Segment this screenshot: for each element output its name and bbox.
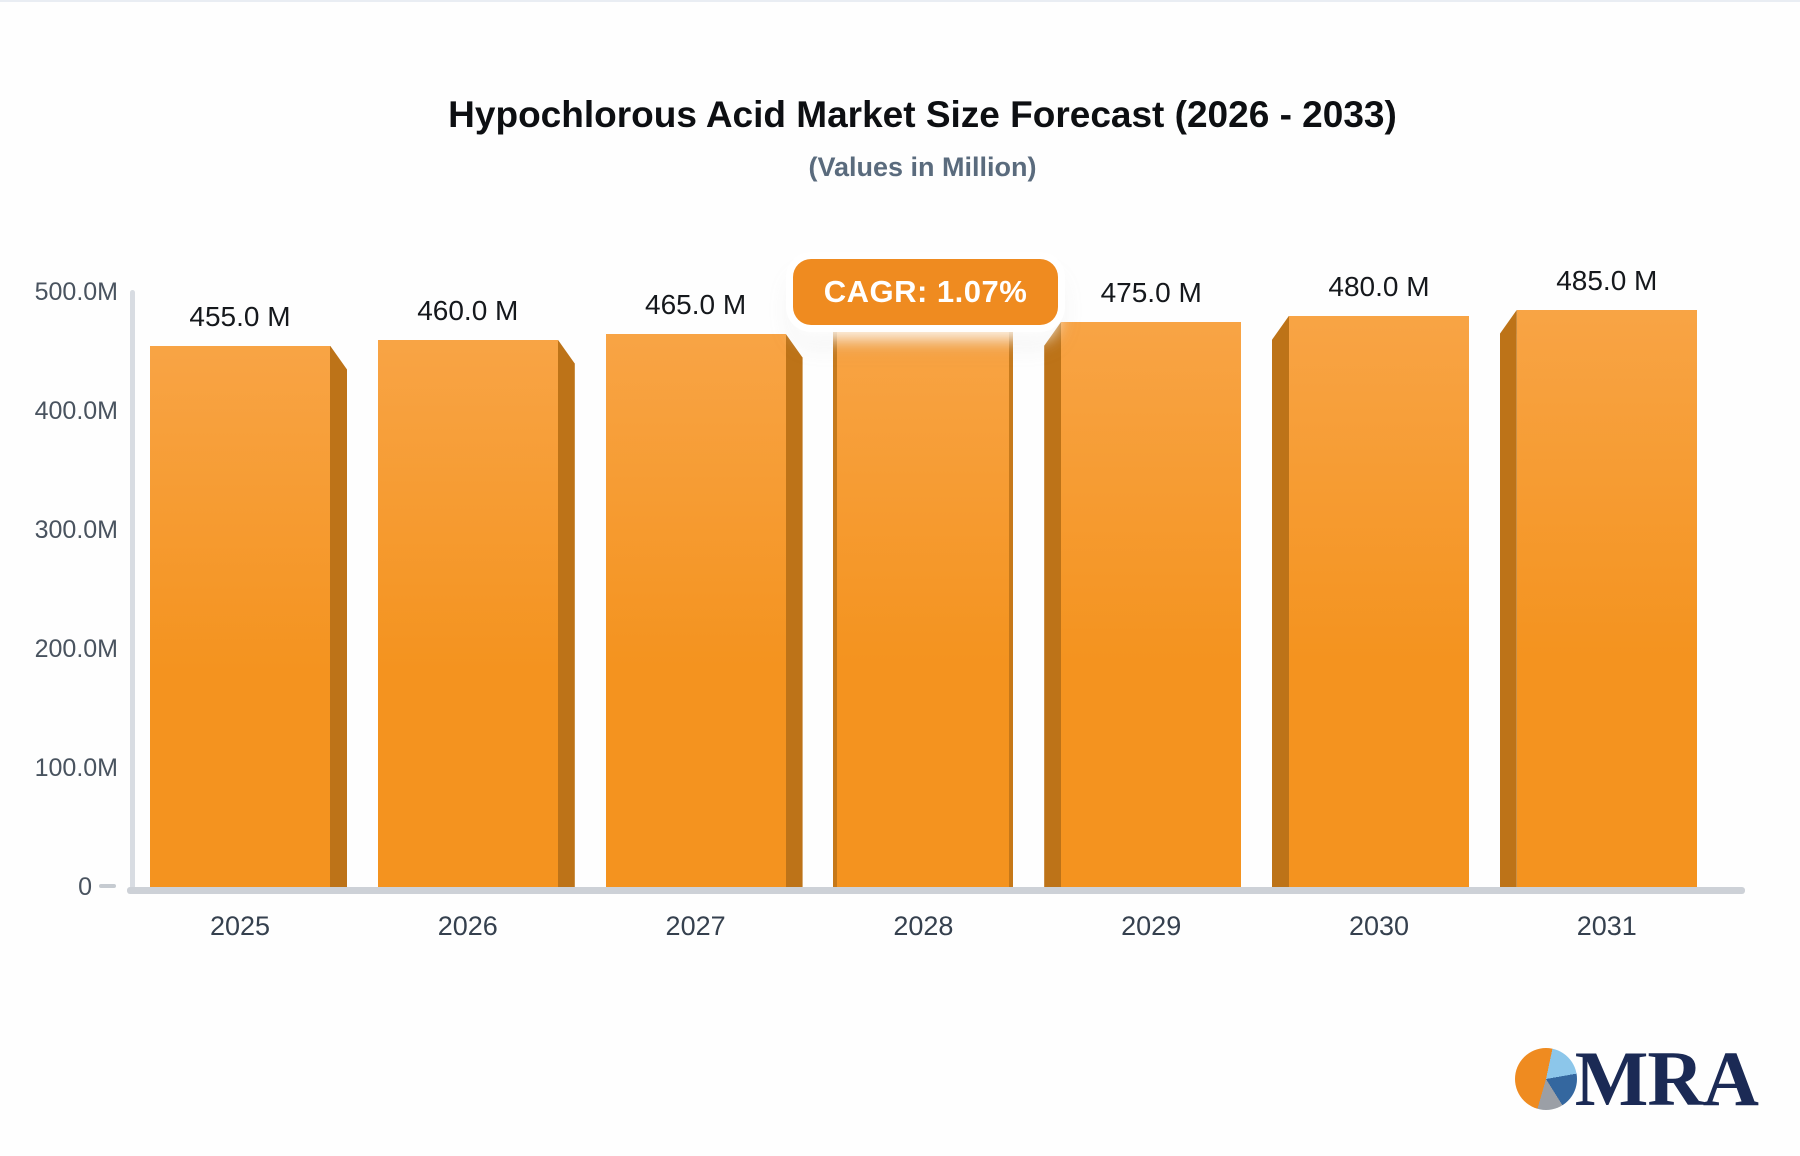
- x-axis-baseline: [127, 887, 1745, 894]
- x-axis-tick-label: 2026: [437, 911, 498, 941]
- x-axis-tick-label: 2031: [1576, 911, 1637, 941]
- bar-value-label: 455.0 M: [189, 300, 291, 332]
- bar-edge-right: [1009, 327, 1014, 887]
- bar-edge-left: [833, 327, 838, 887]
- bar-3d-side-right: [330, 345, 347, 887]
- y-axis-tick-label: 400.0M: [34, 397, 118, 425]
- bar-2030: [1289, 315, 1469, 887]
- x-axis-tick-label: 2025: [209, 911, 271, 941]
- bar-2031: [1516, 309, 1697, 887]
- y-axis-tick-label: 300.0M: [34, 516, 118, 544]
- bar-2028: [833, 327, 1014, 887]
- x-axis-tick-label: 2029: [1121, 911, 1182, 941]
- y-axis-tick-label: 100.0M: [34, 754, 118, 782]
- y-axis-tick-label: 200.0M: [34, 635, 118, 663]
- x-axis-tick-label: 2030: [1348, 911, 1410, 941]
- chart-subtitle: (Values in Million): [808, 152, 1037, 182]
- chart-header: Hypochlorous Acid Market Size Forecast (…: [45, 94, 1800, 183]
- logo-text: MRA: [1574, 1034, 1759, 1122]
- x-axis-tick-label: 2027: [665, 911, 726, 941]
- logo-pie-icon: [1514, 1047, 1577, 1110]
- cagr-badge-label: CAGR: 1.07%: [823, 274, 1028, 309]
- bar-3d-side-left: [1044, 321, 1062, 887]
- bar-2026: [377, 339, 558, 887]
- bar-value-label: 465.0 M: [645, 288, 747, 320]
- cagr-badge: CAGR: 1.07%: [793, 259, 1058, 325]
- chart-title: Hypochlorous Acid Market Size Forecast (…: [448, 94, 1397, 135]
- bar-value-label: 475.0 M: [1100, 276, 1202, 308]
- y-axis-tick-label: 0: [78, 873, 92, 901]
- bar-3d-side-right: [785, 333, 803, 887]
- bar-3d-side-left: [1499, 309, 1517, 887]
- brand-logo: MRA: [1514, 1034, 1759, 1122]
- y-axis-line: [130, 290, 135, 889]
- zero-tick-mark: [99, 884, 116, 888]
- bar-value-label: 485.0 M: [1556, 264, 1658, 296]
- bar-2029: [1061, 321, 1242, 887]
- bar-3d-side-right: [557, 339, 575, 887]
- x-axis-tick-label: 2028: [893, 911, 954, 941]
- bar-3d-side-left: [1272, 315, 1289, 887]
- bar-2025: [150, 345, 330, 887]
- bar-value-label: 460.0 M: [417, 294, 519, 326]
- bar-value-label: 480.0 M: [1328, 270, 1430, 302]
- bar-2027: [605, 333, 786, 887]
- y-axis-tick-label: 500.0M: [34, 278, 118, 306]
